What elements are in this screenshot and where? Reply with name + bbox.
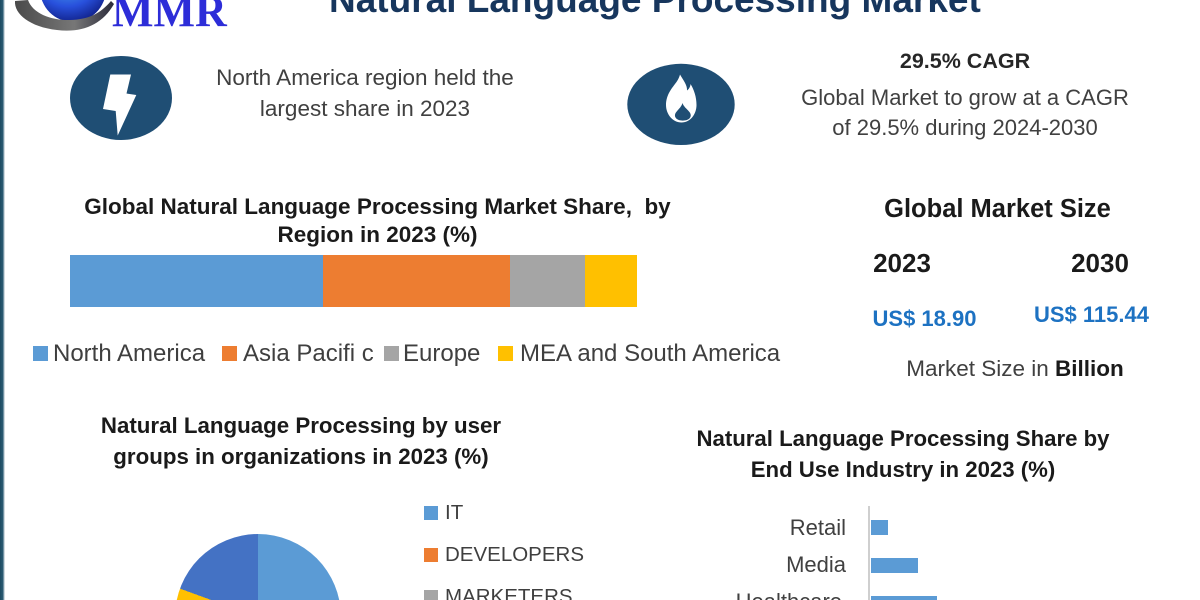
- svg-text:MMR: MMR: [112, 0, 228, 36]
